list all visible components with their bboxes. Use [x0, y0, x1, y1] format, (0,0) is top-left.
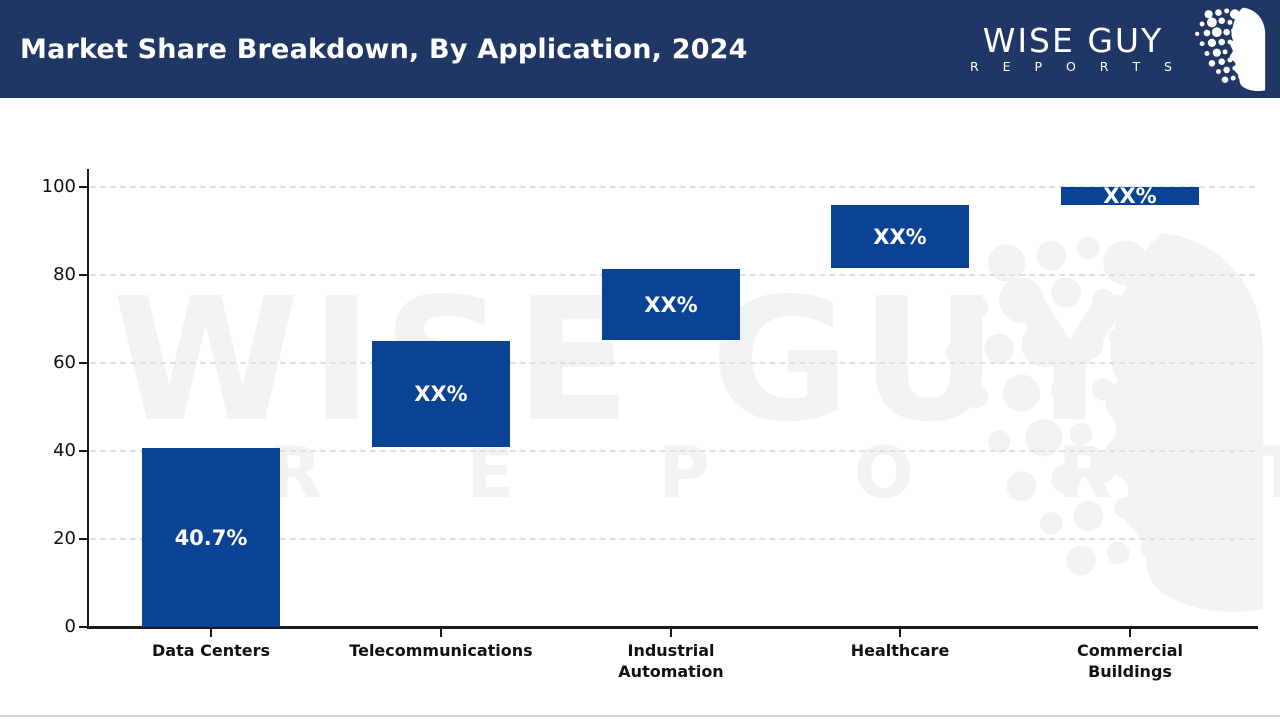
y-tick-mark-40: [79, 450, 88, 452]
x-tick-mark-commercial-buildings: [1129, 629, 1131, 637]
x-tick-mark-data-centers: [210, 629, 212, 637]
gridline-y-40: [90, 450, 1255, 452]
y-tick-mark-60: [79, 362, 88, 364]
bar-commercial-buildings: XX%: [1061, 184, 1199, 208]
y-tick-label-100: 100: [41, 176, 76, 197]
wise-guy-logo: WISE GUY R E P O R T S: [964, 6, 1266, 92]
x-category-label-commercial-buildings: Commercial Buildings: [1076, 641, 1184, 681]
x-category-label-telecommunications: Telecommunications: [349, 641, 533, 660]
bottom-divider-line: [0, 715, 1280, 717]
y-tick-label-40: 40: [53, 440, 76, 461]
y-tick-mark-20: [79, 538, 88, 540]
bar-industrial-automation: XX%: [602, 269, 740, 340]
logo-wordmark-sub: R E P O R T S: [969, 59, 1182, 75]
y-tick-mark-0: [79, 626, 88, 628]
gridline-y-20: [90, 538, 1255, 540]
x-category-label-industrial-automation: Industrial Automation: [618, 641, 724, 681]
logo-wordmark-main: WISE GUY: [982, 20, 1164, 60]
x-tick-mark-telecommunications: [440, 629, 442, 637]
x-category-label-healthcare: Healthcare: [850, 641, 950, 660]
y-tick-label-20: 20: [53, 528, 76, 549]
x-tick-mark-healthcare: [899, 629, 901, 637]
y-tick-mark-100: [79, 186, 88, 188]
y-tick-label-0: 0: [64, 616, 76, 637]
gridline-y-60: [90, 362, 1255, 364]
logo-wordmark: WISE GUY R E P O R T S: [964, 20, 1182, 75]
y-tick-mark-80: [79, 274, 88, 276]
y-axis-line: [87, 169, 89, 629]
logo-head-icon: [1195, 7, 1266, 91]
bar-healthcare: XX%: [831, 205, 969, 268]
header-bar: Market Share Breakdown, By Application, …: [0, 0, 1280, 98]
gridline-y-100: [90, 186, 1255, 188]
y-tick-label-80: 80: [53, 264, 76, 285]
x-category-label-data-centers: Data Centers: [152, 641, 270, 660]
x-tick-mark-industrial-automation: [670, 629, 672, 637]
y-tick-label-60: 60: [53, 352, 76, 373]
x-axis-line: [87, 626, 1258, 629]
page-title: Market Share Breakdown, By Application, …: [20, 33, 748, 65]
bar-data-centers: 40.7%: [142, 448, 280, 627]
bar-telecommunications: XX%: [372, 341, 510, 447]
